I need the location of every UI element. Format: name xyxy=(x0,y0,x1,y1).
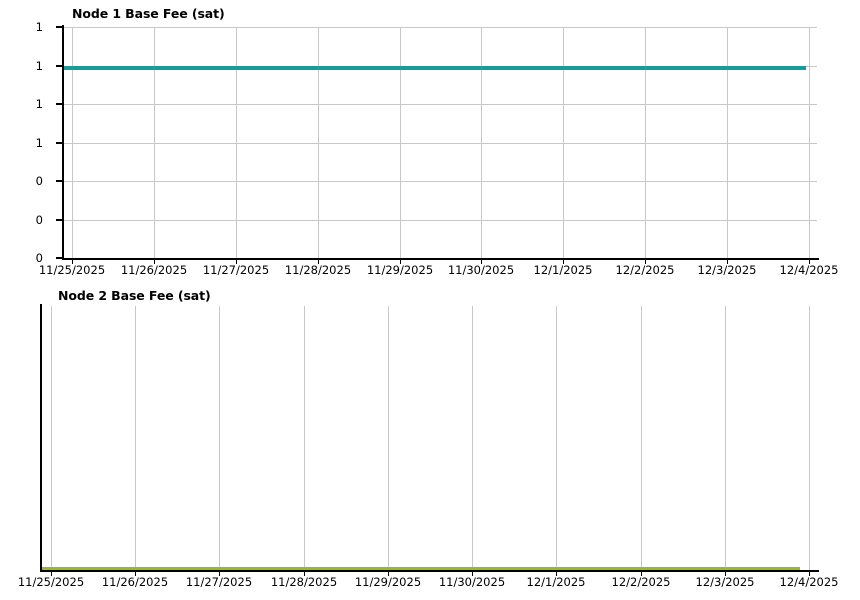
chart-panel-node-1: Node 1 Base Fee (sat) 1 1 1 1 0 0 0 11/25/2025… xyxy=(0,0,860,285)
x-tick-label: 11/25/2025 xyxy=(38,263,106,277)
x-tick-mark xyxy=(556,570,557,576)
x-tick-mark xyxy=(236,258,237,264)
y-tick-label: 0 xyxy=(35,251,43,265)
gridline-horizontal xyxy=(64,143,817,144)
chart-title-node-1: Node 1 Base Fee (sat) xyxy=(72,6,225,21)
x-tick-label: 12/4/2025 xyxy=(779,575,839,589)
gridline-vertical xyxy=(51,306,52,570)
gridline-vertical xyxy=(236,27,237,258)
x-tick-mark xyxy=(51,570,52,576)
x-tick-label: 12/2/2025 xyxy=(615,263,675,277)
x-tick-mark xyxy=(388,570,389,576)
x-tick-mark xyxy=(72,258,73,264)
y-tick-mark xyxy=(56,257,62,259)
x-tick-label: 11/25/2025 xyxy=(17,575,85,589)
x-tick-mark xyxy=(135,570,136,576)
x-tick-mark xyxy=(400,258,401,264)
x-tick-label: 12/1/2025 xyxy=(533,263,593,277)
gridline-vertical xyxy=(809,306,810,570)
x-axis-line-node-1 xyxy=(62,258,819,260)
gridline-vertical xyxy=(219,306,220,570)
chart-title-node-2: Node 2 Base Fee (sat) xyxy=(58,288,211,303)
x-tick-mark xyxy=(563,258,564,264)
gridline-vertical xyxy=(563,27,564,258)
y-tick-label: 1 xyxy=(35,20,43,34)
series-line-node-1-base-fee xyxy=(64,66,806,70)
y-axis-line-node-1 xyxy=(62,25,64,260)
x-tick-mark xyxy=(318,258,319,264)
x-tick-label: 11/26/2025 xyxy=(101,575,169,589)
y-tick-label: 1 xyxy=(35,59,43,73)
gridline-vertical xyxy=(400,27,401,258)
y-tick-mark xyxy=(56,142,62,144)
y-tick-label: 1 xyxy=(35,97,43,111)
y-tick-label: 1 xyxy=(35,136,43,150)
x-tick-label: 11/30/2025 xyxy=(447,263,515,277)
gridline-vertical xyxy=(809,27,810,258)
y-tick-mark xyxy=(56,26,62,28)
gridline-vertical xyxy=(154,27,155,258)
x-tick-label: 11/26/2025 xyxy=(120,263,188,277)
plot-area-node-1 xyxy=(64,27,817,258)
gridline-vertical xyxy=(135,306,136,570)
series-data-marker xyxy=(154,67,155,70)
x-tick-label: 11/29/2025 xyxy=(354,575,422,589)
gridline-vertical xyxy=(318,27,319,258)
x-tick-mark xyxy=(154,258,155,264)
series-line-node-2-base-fee xyxy=(42,567,800,570)
x-tick-label: 12/4/2025 xyxy=(779,263,839,277)
x-tick-label: 12/1/2025 xyxy=(526,575,586,589)
y-tick-mark xyxy=(56,219,62,221)
gridline-vertical xyxy=(725,306,726,570)
gridline-vertical xyxy=(645,27,646,258)
x-tick-mark xyxy=(809,258,810,264)
x-tick-label: 12/3/2025 xyxy=(697,263,757,277)
y-tick-label: 0 xyxy=(35,213,43,227)
x-axis-line-node-2 xyxy=(40,570,819,572)
y-tick-mark xyxy=(56,65,62,67)
x-tick-mark xyxy=(809,570,810,576)
y-tick-mark xyxy=(56,103,62,105)
gridline-vertical xyxy=(472,306,473,570)
x-tick-label: 11/27/2025 xyxy=(185,575,253,589)
gridline-horizontal xyxy=(64,27,817,28)
gridline-vertical xyxy=(72,27,73,258)
chart-panel-node-2: Node 2 Base Fee (sat) 11/25/2025 11/26/20… xyxy=(0,283,860,600)
x-tick-mark xyxy=(645,258,646,264)
x-tick-label: 11/28/2025 xyxy=(284,263,352,277)
x-tick-label: 11/27/2025 xyxy=(202,263,270,277)
y-tick-label: 0 xyxy=(35,174,43,188)
x-tick-label: 11/29/2025 xyxy=(366,263,434,277)
x-tick-mark xyxy=(219,570,220,576)
gridline-vertical xyxy=(388,306,389,570)
series-data-marker xyxy=(645,67,646,70)
gridline-vertical xyxy=(481,27,482,258)
gridline-horizontal xyxy=(64,220,817,221)
gridline-vertical xyxy=(727,27,728,258)
series-data-marker xyxy=(481,67,482,70)
y-tick-mark xyxy=(56,180,62,182)
x-tick-mark xyxy=(641,570,642,576)
x-tick-mark xyxy=(472,570,473,576)
x-tick-label: 11/28/2025 xyxy=(270,575,338,589)
gridline-vertical xyxy=(304,306,305,570)
x-tick-mark xyxy=(481,258,482,264)
gridline-horizontal xyxy=(64,181,817,182)
x-tick-label: 12/2/2025 xyxy=(611,575,671,589)
x-tick-mark xyxy=(725,570,726,576)
gridline-vertical xyxy=(641,306,642,570)
x-tick-mark xyxy=(727,258,728,264)
plot-area-node-2 xyxy=(42,306,818,570)
x-tick-mark xyxy=(304,570,305,576)
x-tick-label: 11/30/2025 xyxy=(438,575,506,589)
series-data-marker xyxy=(318,67,319,70)
gridline-vertical xyxy=(556,306,557,570)
y-axis-line-node-2 xyxy=(40,304,42,572)
gridline-horizontal xyxy=(64,104,817,105)
x-tick-label: 12/3/2025 xyxy=(695,575,755,589)
